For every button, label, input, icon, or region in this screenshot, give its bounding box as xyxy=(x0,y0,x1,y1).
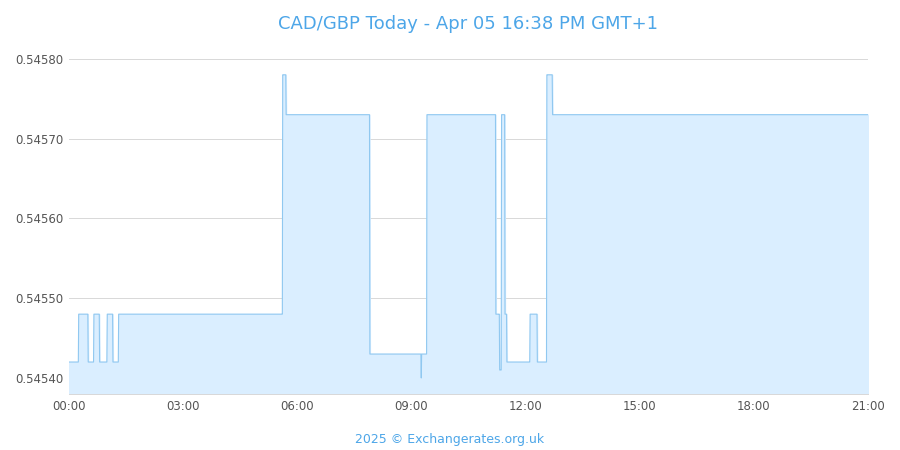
Title: CAD/GBP Today - Apr 05 16:38 PM GMT+1: CAD/GBP Today - Apr 05 16:38 PM GMT+1 xyxy=(278,15,659,33)
Text: 2025 © Exchangerates.org.uk: 2025 © Exchangerates.org.uk xyxy=(356,432,544,446)
